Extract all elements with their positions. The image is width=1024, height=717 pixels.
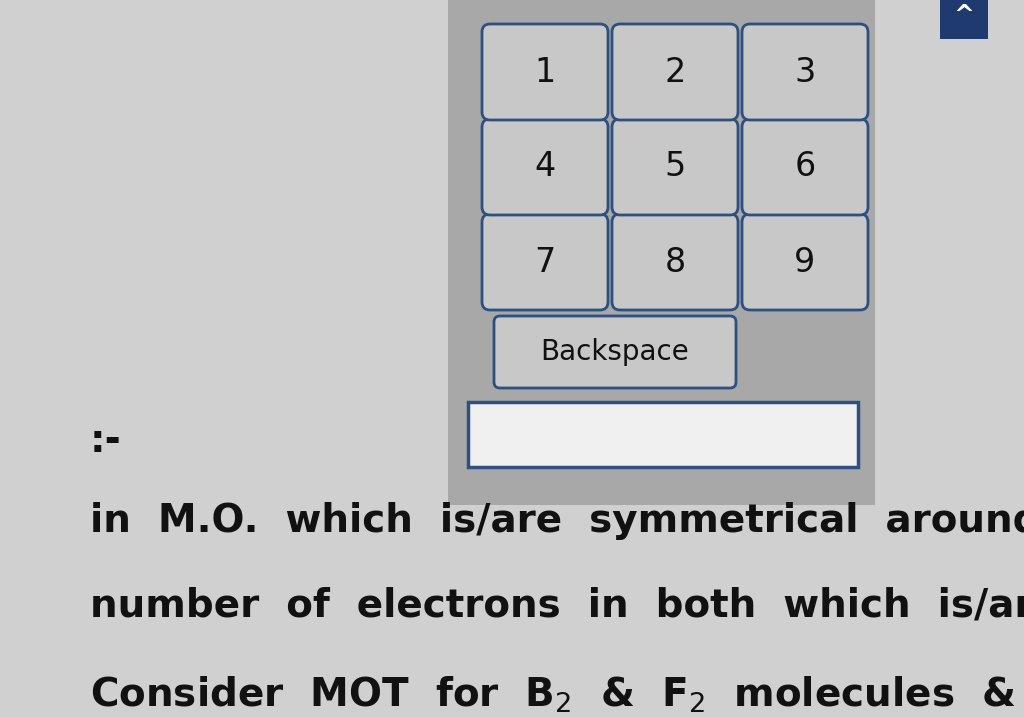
FancyBboxPatch shape <box>482 119 608 215</box>
FancyBboxPatch shape <box>742 214 868 310</box>
FancyBboxPatch shape <box>940 0 988 39</box>
Text: 4: 4 <box>535 151 556 184</box>
FancyBboxPatch shape <box>612 214 738 310</box>
FancyBboxPatch shape <box>482 214 608 310</box>
Text: in  M.O.  which  is/are  symmetrical  around  bond  axis: in M.O. which is/are symmetrical around … <box>90 502 1024 540</box>
FancyBboxPatch shape <box>612 119 738 215</box>
Text: 3: 3 <box>795 55 816 88</box>
Text: ^: ^ <box>953 3 975 27</box>
FancyBboxPatch shape <box>742 24 868 120</box>
Text: Consider  MOT  for  B$_2$  &  F$_2$  molecules  &  find  total: Consider MOT for B$_2$ & F$_2$ molecules… <box>90 675 1024 716</box>
FancyBboxPatch shape <box>494 316 736 388</box>
Text: number  of  electrons  in  both  which  is/are  present: number of electrons in both which is/are… <box>90 587 1024 625</box>
Text: 7: 7 <box>535 245 556 278</box>
FancyBboxPatch shape <box>449 0 874 505</box>
Text: 9: 9 <box>795 245 816 278</box>
Text: 2: 2 <box>665 55 686 88</box>
Text: 6: 6 <box>795 151 816 184</box>
FancyBboxPatch shape <box>468 402 858 467</box>
Text: 5: 5 <box>665 151 686 184</box>
FancyBboxPatch shape <box>742 119 868 215</box>
FancyBboxPatch shape <box>482 24 608 120</box>
Text: :-: :- <box>90 422 122 460</box>
Text: 1: 1 <box>535 55 556 88</box>
Text: 8: 8 <box>665 245 685 278</box>
FancyBboxPatch shape <box>612 24 738 120</box>
Text: Backspace: Backspace <box>541 338 689 366</box>
